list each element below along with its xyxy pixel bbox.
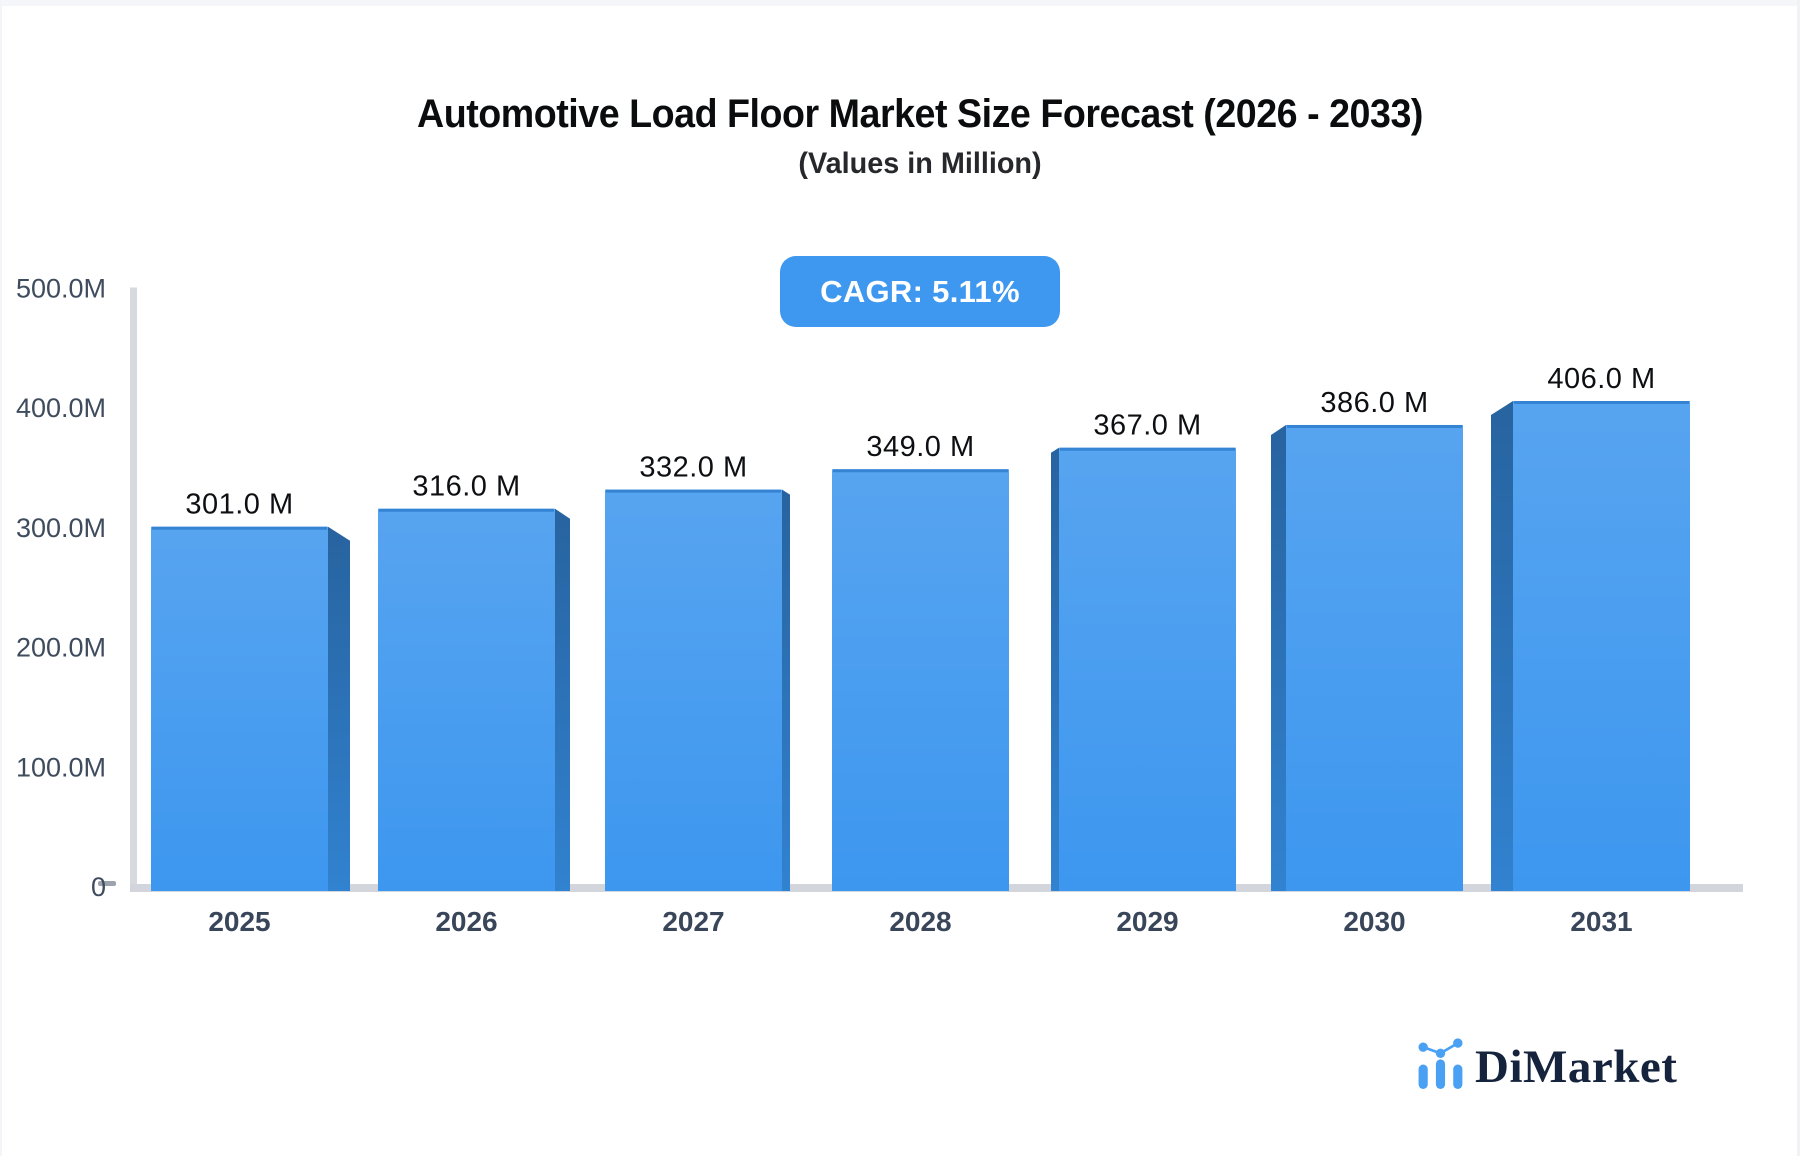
bar-side-face [782,489,790,891]
x-tick-label: 2031 [1570,906,1632,937]
bar-value-label: 367.0 M [1093,410,1201,442]
bar-front-face [1059,447,1236,891]
bar-front-face [1286,424,1463,891]
bar-2030[interactable]: 386.0 M [1271,387,1463,891]
dimarket-logo: DiMarket [1418,1038,1677,1091]
y-tick-label: 300.0M [16,513,106,543]
bar-side-face [1051,447,1059,891]
bar-2025[interactable]: 301.0 M [151,489,350,891]
bar-front-face [832,469,1009,891]
y-tick-label: 200.0M [16,633,106,663]
x-tick-label: 2025 [208,906,270,937]
bar-side-face [1491,401,1513,891]
y-tick-label: 100.0M [16,752,106,782]
chart-subtitle: (Values in Million) [798,147,1042,180]
bar-front-face [378,508,555,891]
bar-2026[interactable]: 316.0 M [378,471,570,891]
bar-2029[interactable]: 367.0 M [1051,410,1236,891]
x-tick-label: 2027 [662,906,724,937]
y-tick-label: 400.0M [16,393,106,423]
cagr-badge-row: CAGR: 5.11% [40,256,1800,327]
bar-2028[interactable]: 349.0 M [832,431,1009,891]
y-tick-label: 500.0M [16,274,106,304]
bar-2027[interactable]: 332.0 M [605,452,790,891]
bar-front-face [1513,401,1690,891]
bar-front-face [151,526,328,891]
left-edge-border [0,0,2,1156]
bar-value-label: 349.0 M [866,431,974,463]
cagr-badge: CAGR: 5.11% [780,256,1060,327]
bar-value-label: 386.0 M [1320,387,1428,419]
y-tick-label: 0 [91,872,106,902]
x-tick-label: 2029 [1116,906,1178,937]
bar-chart-logo-icon [1418,1038,1463,1089]
x-tick-label: 2028 [889,906,951,937]
x-tick-label: 2030 [1343,906,1405,937]
bar-value-label: 316.0 M [412,471,520,503]
chart-title: Automotive Load Floor Market Size Foreca… [417,92,1423,136]
right-edge-border [1797,0,1800,1156]
top-edge-strip [0,0,1800,6]
x-tick-label: 2026 [435,906,497,937]
bar-side-face [555,508,570,891]
y-axis-line [130,287,137,887]
bar-value-label: 301.0 M [185,489,293,521]
logo-text: DiMarket [1475,1041,1678,1093]
bar-side-face [328,526,350,891]
bar-value-label: 332.0 M [639,452,747,484]
bar-value-label: 406.0 M [1547,363,1655,395]
bar-front-face [605,489,782,891]
bar-2031[interactable]: 406.0 M [1491,363,1690,891]
bar-side-face [1271,424,1286,891]
zero-tick-mark [98,881,116,886]
